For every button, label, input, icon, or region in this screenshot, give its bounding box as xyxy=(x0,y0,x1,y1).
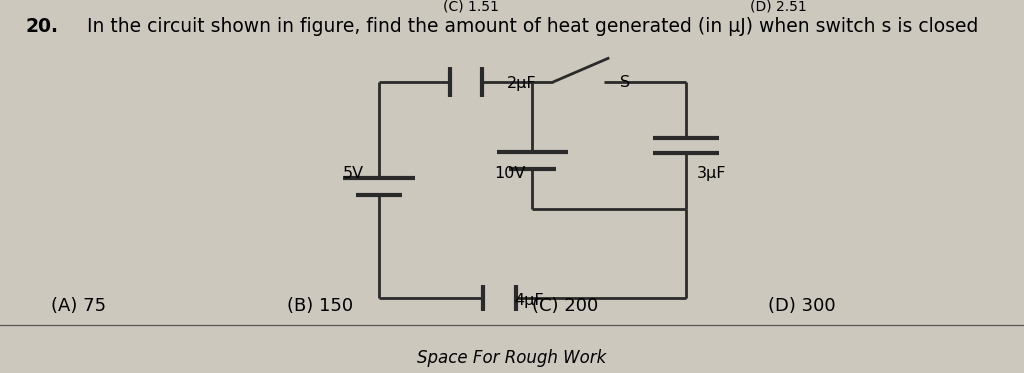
Text: 2μF: 2μF xyxy=(507,76,537,91)
Text: 3μF: 3μF xyxy=(696,166,726,181)
Text: 20.: 20. xyxy=(26,17,58,36)
Text: (A) 75: (A) 75 xyxy=(51,297,106,315)
Text: (D) 300: (D) 300 xyxy=(768,297,836,315)
Text: 4μF: 4μF xyxy=(514,293,544,308)
Text: S: S xyxy=(620,75,630,90)
Text: (C) 200: (C) 200 xyxy=(532,297,599,315)
Text: Space For Rough Work: Space For Rough Work xyxy=(418,349,606,367)
Text: (C) 1.51: (C) 1.51 xyxy=(443,0,499,14)
Text: (D) 2.51: (D) 2.51 xyxy=(750,0,807,14)
Text: 5V: 5V xyxy=(342,166,364,181)
Text: In the circuit shown in figure, find the amount of heat generated (in μJ) when s: In the circuit shown in figure, find the… xyxy=(87,17,978,36)
Text: 10V: 10V xyxy=(494,166,525,181)
Text: (B) 150: (B) 150 xyxy=(287,297,353,315)
